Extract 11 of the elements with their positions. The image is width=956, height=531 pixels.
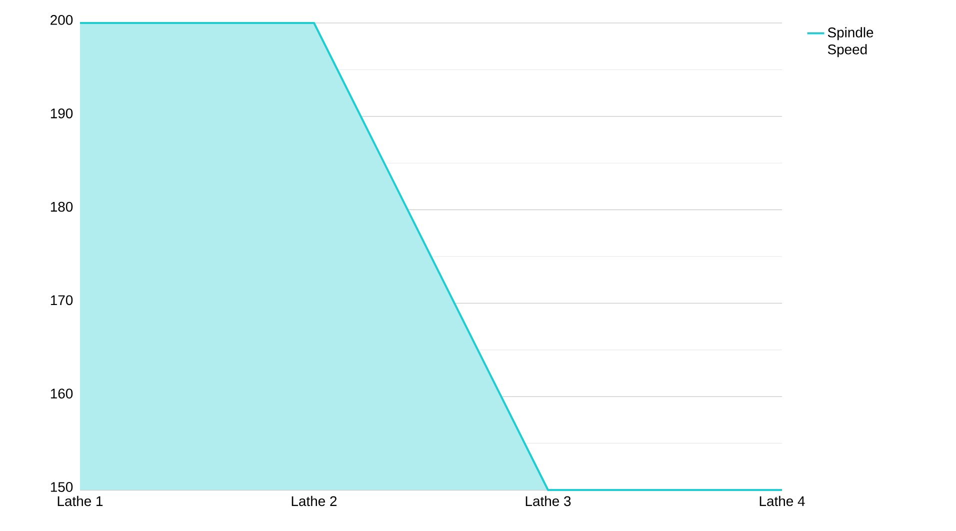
legend-label: Spindle Speed <box>828 27 874 58</box>
y-tick-label: 170 <box>50 295 73 306</box>
y-tick-label: 190 <box>50 108 73 118</box>
y-tick-label: 200 <box>50 15 73 25</box>
x-tick-label: Lathe 2 <box>292 496 337 506</box>
x-tick-label: Lathe 3 <box>526 496 571 506</box>
x-tick-label: Lathe 4 <box>760 496 805 506</box>
x-tick-label: Lathe 1 <box>58 496 103 506</box>
y-tick-label: 160 <box>50 388 73 399</box>
y-tick-label: 180 <box>50 202 73 212</box>
y-tick-label: 150 <box>50 482 73 492</box>
